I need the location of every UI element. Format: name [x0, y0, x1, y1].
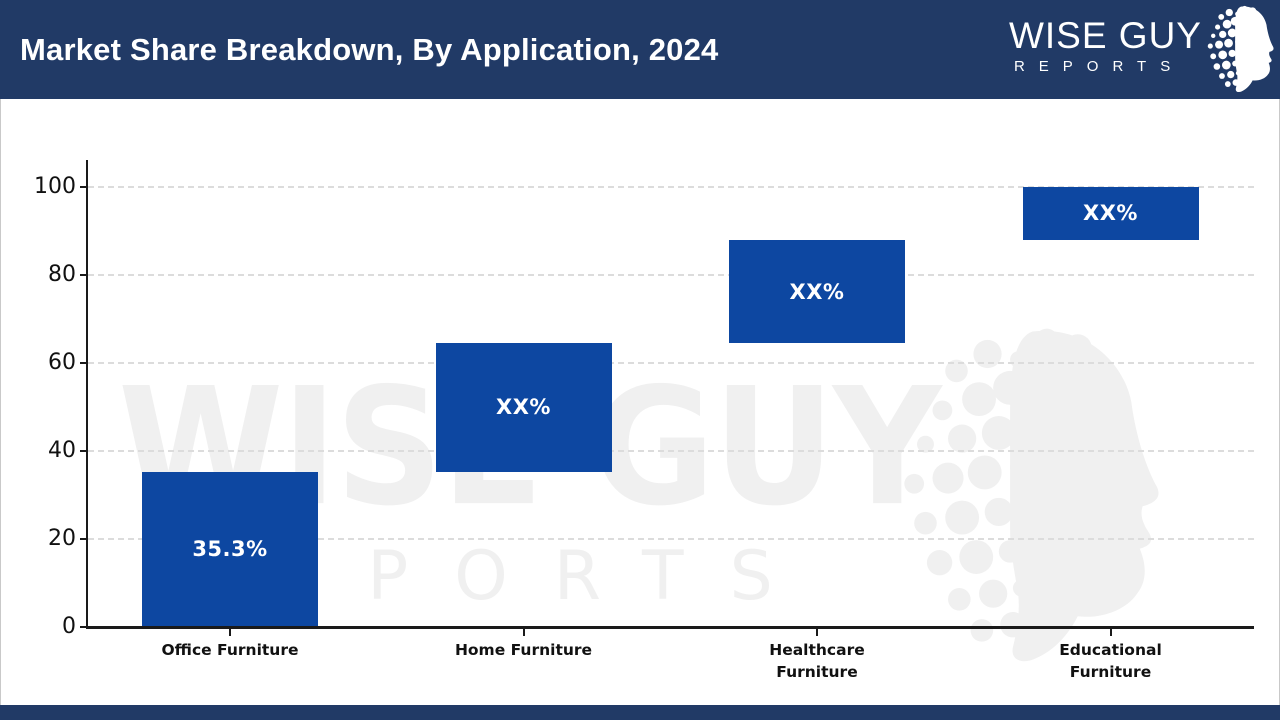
x-category-line: Healthcare	[769, 641, 865, 659]
y-axis-line	[86, 160, 88, 629]
x-category-line: Furniture	[776, 662, 858, 681]
x-tick-mark	[522, 628, 525, 636]
y-tick-label: 80	[48, 261, 76, 287]
x-category-line: Furniture	[1069, 662, 1152, 681]
y-tick-label: 20	[48, 525, 76, 551]
y-tick-mark	[80, 626, 88, 628]
bar-value-label: XX%	[789, 279, 845, 304]
x-axis-line	[86, 626, 1254, 629]
x-category-line: Home Furniture	[454, 641, 593, 659]
y-gridline	[88, 449, 1254, 452]
x-category-label: Home Furniture	[404, 640, 644, 662]
x-category-line: Office Furniture	[161, 641, 299, 659]
y-tick-label: 0	[62, 614, 76, 639]
y-gridline	[88, 537, 1254, 540]
y-gridline	[88, 273, 1254, 276]
brand-wordmark: WISE GUY	[1008, 15, 1202, 56]
y-tick-mark	[80, 185, 88, 188]
x-tick-mark	[816, 628, 818, 636]
brand-logo: WISE GUY REPORTS	[1008, 15, 1202, 75]
brand-tagline: REPORTS	[1013, 57, 1185, 75]
footer-band	[0, 705, 1280, 720]
y-tick-label: 60	[48, 349, 76, 375]
y-gridline	[88, 361, 1254, 364]
y-tick-label: 100	[34, 173, 76, 199]
bar-segment: XX%	[435, 342, 612, 472]
y-tick-mark	[80, 361, 88, 364]
y-tick-mark	[80, 537, 88, 540]
chart-title: Market Share Breakdown, By Application, …	[20, 31, 719, 67]
x-category-line: Educational	[1059, 641, 1162, 659]
bar-value-label: 35.3%	[192, 537, 268, 562]
y-tick-mark	[80, 449, 88, 452]
x-tick-mark	[229, 628, 231, 636]
y-tick-label: 40	[48, 437, 76, 463]
bar-segment: XX%	[1022, 186, 1199, 241]
x-tick-mark	[1109, 628, 1112, 636]
bar-value-label: XX%	[496, 395, 551, 420]
x-category-label: Healthcare Furniture	[697, 640, 937, 683]
x-category-label: Educational Furniture	[991, 640, 1231, 683]
y-tick-mark	[80, 273, 88, 276]
bar-value-label: XX%	[1083, 201, 1138, 226]
x-category-label: Office Furniture	[110, 640, 350, 662]
brand-head-logo-icon	[1207, 5, 1274, 93]
bar-segment: XX%	[729, 240, 905, 343]
header-band: Market Share Breakdown, By Application, …	[0, 0, 1280, 99]
y-gridline	[88, 185, 1254, 188]
watermark-head-logo-icon	[904, 328, 1159, 662]
bar-segment: 35.3%	[142, 471, 318, 627]
